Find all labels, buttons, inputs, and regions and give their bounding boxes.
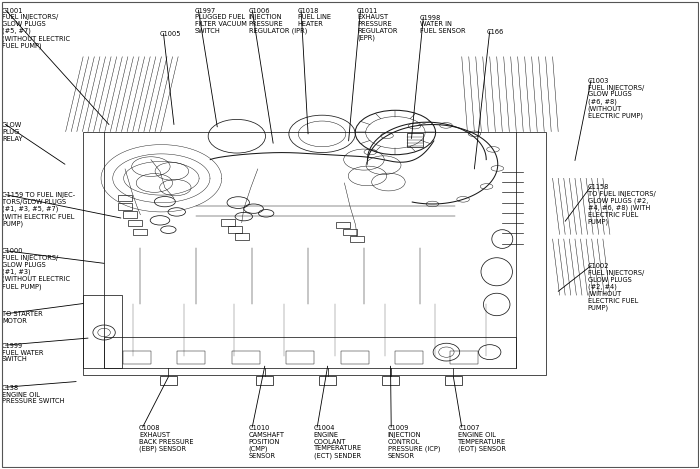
- Bar: [382, 376, 399, 386]
- Text: C1010
CAMSHAFT
POSITION
(CMP)
SENSOR: C1010 CAMSHAFT POSITION (CMP) SENSOR: [248, 425, 285, 459]
- Text: C1158
TO FUEL INJECTORS/
GLOW PLUGS (#2,
#4, #6, #8) (WITH
ELECTRIC FUEL
PUMP): C1158 TO FUEL INJECTORS/ GLOW PLUGS (#2,…: [587, 184, 655, 225]
- Bar: [104, 337, 517, 368]
- Text: TO STARTER
MOTOR: TO STARTER MOTOR: [2, 311, 43, 324]
- Bar: [134, 229, 148, 235]
- Bar: [118, 203, 132, 210]
- Bar: [228, 227, 241, 233]
- Bar: [160, 376, 176, 386]
- Text: C1008
EXHAUST
BACK PRESSURE
(EBP) SENSOR: C1008 EXHAUST BACK PRESSURE (EBP) SENSOR: [139, 425, 193, 452]
- Text: C1006
INJECTION
PRESSURE
REGULATOR (IPR): C1006 INJECTION PRESSURE REGULATOR (IPR): [248, 8, 307, 34]
- Bar: [341, 351, 369, 364]
- Bar: [128, 220, 142, 227]
- Bar: [395, 351, 423, 364]
- Bar: [407, 133, 423, 146]
- Text: C1011
EXHAUST
PRESSURE
REGULATOR
(EPR): C1011 EXHAUST PRESSURE REGULATOR (EPR): [357, 8, 398, 41]
- Bar: [177, 351, 205, 364]
- Text: C1159 TO FUEL INJEC-
TORS/GLOW PLUGS
(#1, #3, #5, #7)
(WITH ELECTRIC FUEL
PUMP): C1159 TO FUEL INJEC- TORS/GLOW PLUGS (#1…: [2, 192, 75, 227]
- Text: C1998
WATER IN
FUEL SENSOR: C1998 WATER IN FUEL SENSOR: [420, 15, 466, 34]
- Bar: [123, 212, 137, 218]
- Bar: [256, 376, 273, 386]
- Bar: [234, 234, 248, 240]
- Text: C1003
FUEL INJECTORS/
GLOW PLUGS
(#6, #8)
(WITHOUT
ELECTRIC PUMP): C1003 FUEL INJECTORS/ GLOW PLUGS (#6, #8…: [587, 78, 644, 119]
- Text: C1002
FUEL INJECTORS/
GLOW PLUGS
(#2, #4)
(WITHOUT
ELECTRIC FUEL
PUMP): C1002 FUEL INJECTORS/ GLOW PLUGS (#2, #4…: [587, 263, 644, 311]
- Bar: [232, 351, 260, 364]
- Bar: [336, 222, 350, 228]
- Text: C1997
PLUGGED FUEL
FILTER VACUUM
SWITCH: C1997 PLUGGED FUEL FILTER VACUUM SWITCH: [195, 8, 247, 34]
- Text: C1001
FUEL INJECTORS/
GLOW PLUGS
(#5, #7)
(WITHOUT ELECTRIC
FUEL PUMP): C1001 FUEL INJECTORS/ GLOW PLUGS (#5, #7…: [2, 8, 70, 49]
- Text: C1009
INJECTION
CONTROL
PRESSURE (ICP)
SENSOR: C1009 INJECTION CONTROL PRESSURE (ICP) S…: [388, 425, 440, 459]
- Text: C1000
FUEL INJECTORS/
GLOW PLUGS
(#1, #3)
(WITHOUT ELECTRIC
FUEL PUMP): C1000 FUEL INJECTORS/ GLOW PLUGS (#1, #3…: [2, 249, 70, 290]
- Bar: [450, 351, 478, 364]
- Text: C166: C166: [486, 29, 503, 35]
- Text: C1004
ENGINE
COOLANT
TEMPERATURE
(ECT) SENDER: C1004 ENGINE COOLANT TEMPERATURE (ECT) S…: [314, 425, 362, 459]
- Bar: [118, 195, 132, 201]
- Text: C138
ENGINE OIL
PRESSURE SWITCH: C138 ENGINE OIL PRESSURE SWITCH: [2, 385, 64, 404]
- Bar: [220, 219, 234, 226]
- Text: C1005: C1005: [160, 31, 181, 37]
- Text: GLOW
PLUG
RELAY: GLOW PLUG RELAY: [2, 122, 22, 142]
- Text: C1018
FUEL LINE
HEATER: C1018 FUEL LINE HEATER: [298, 8, 330, 27]
- Bar: [83, 295, 122, 368]
- Bar: [343, 229, 357, 235]
- Text: C1999
FUEL WATER
SWITCH: C1999 FUEL WATER SWITCH: [2, 343, 43, 362]
- Bar: [286, 351, 314, 364]
- Text: C1007
ENGINE OIL
TEMPERATURE
(EOT) SENSOR: C1007 ENGINE OIL TEMPERATURE (EOT) SENSO…: [458, 425, 506, 452]
- Bar: [445, 376, 462, 386]
- Bar: [350, 236, 364, 242]
- Bar: [123, 351, 151, 364]
- Bar: [319, 376, 336, 386]
